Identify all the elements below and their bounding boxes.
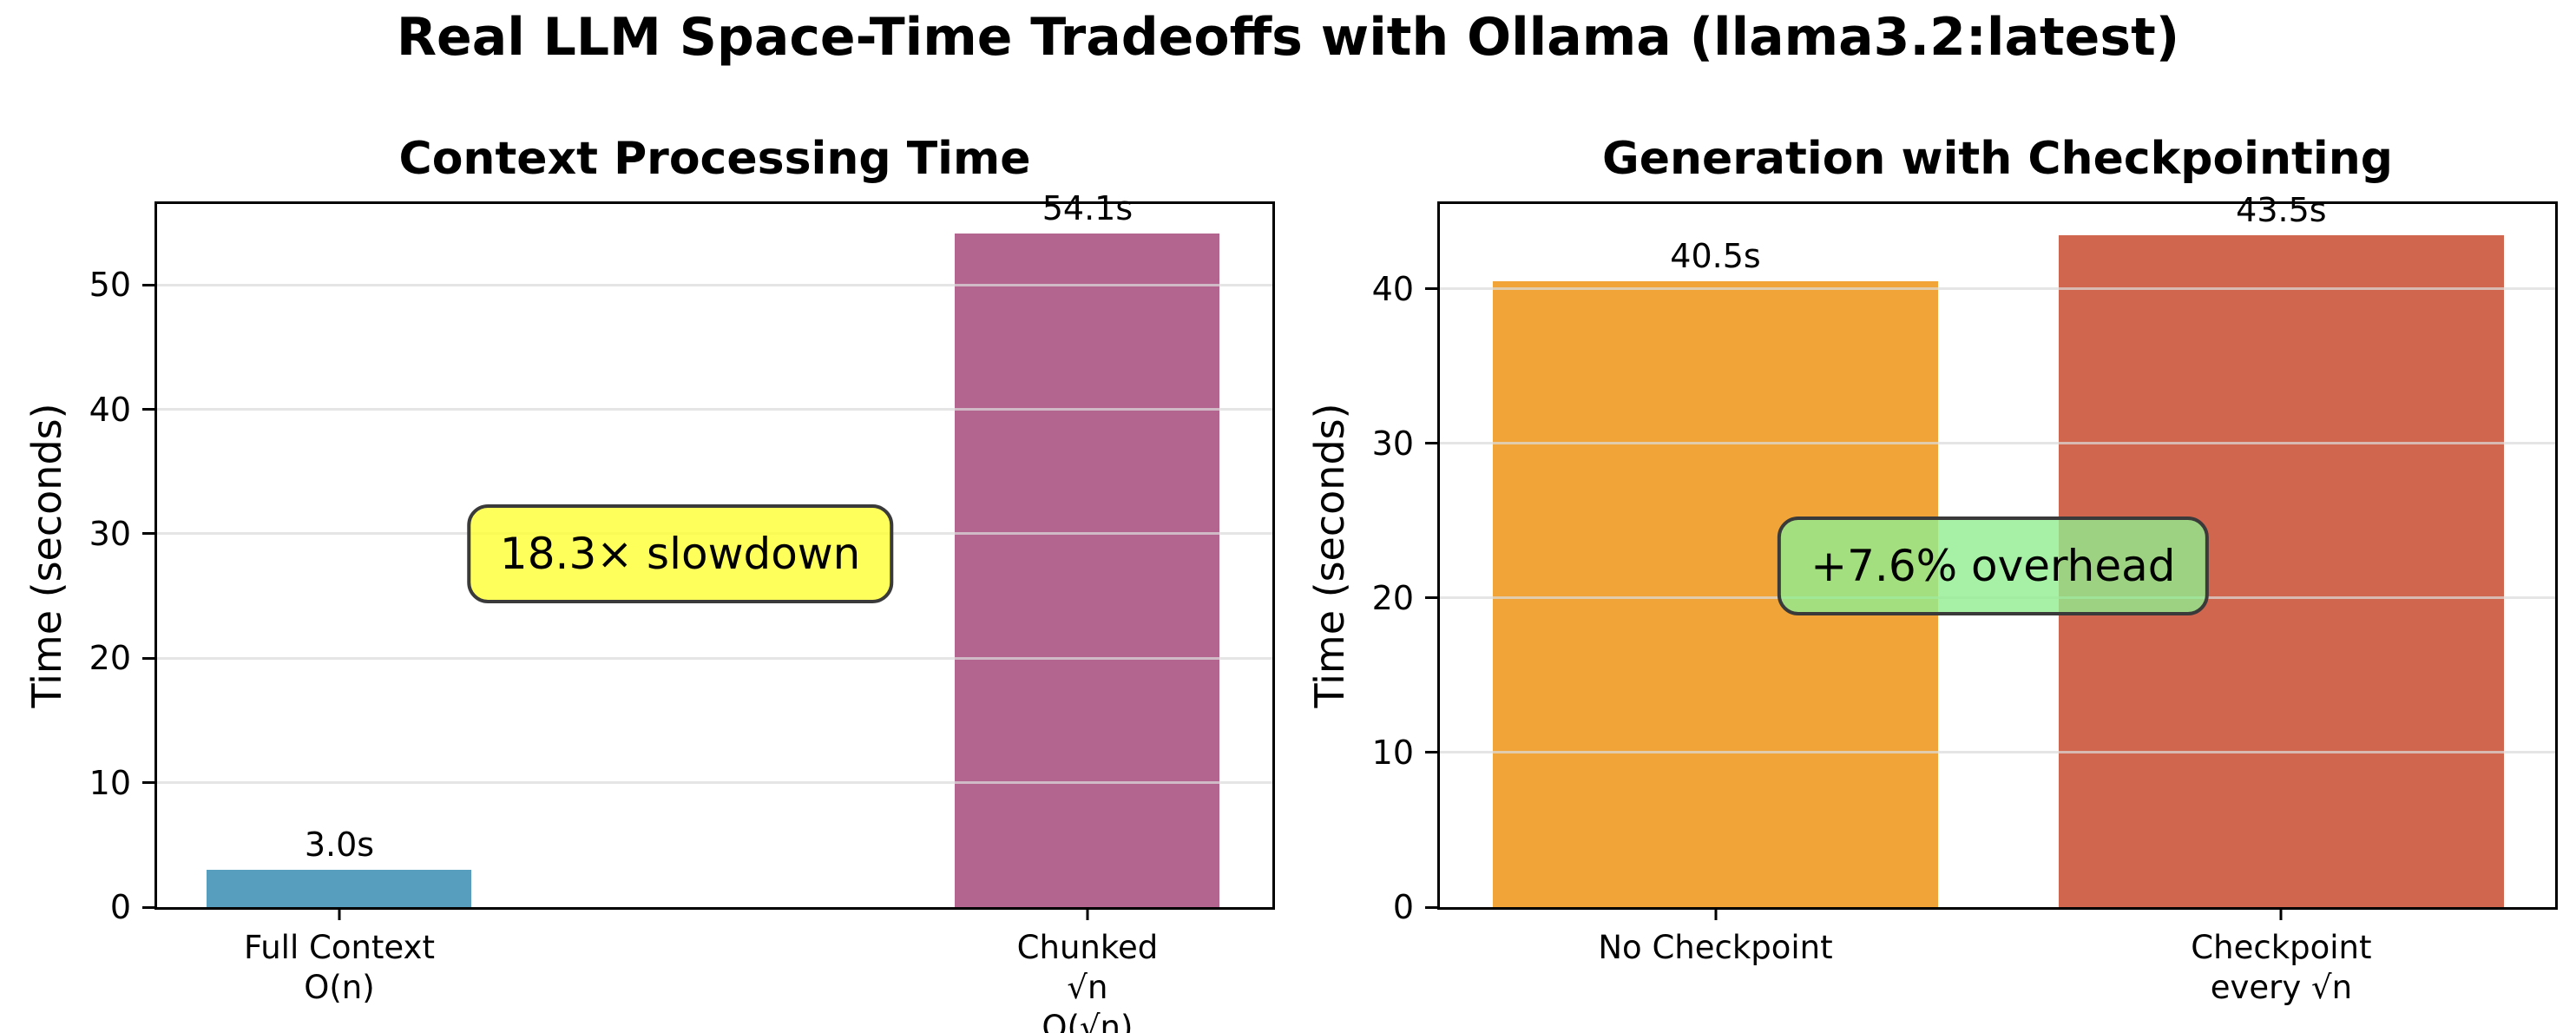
y-tick-label-10: 10 [1371,733,1414,772]
gridline-10 [1440,751,2555,754]
x-tick-label-1: Chunked √n O(√n) [1016,929,1159,1033]
axes-context-processing: Context Processing Time Time (seconds) 1… [23,133,1275,1033]
axes-title-context-processing: Context Processing Time [398,133,1031,185]
x-tick-label-1: Checkpoint every √n [2191,929,2372,1006]
axes-title-generation-checkpointing: Generation with Checkpointing [1602,133,2393,185]
bar-value-label-0: 40.5s [1670,237,1761,276]
x-tick-0 [1714,907,1718,920]
gridline-30 [1440,442,2555,445]
y-tick-label-50: 50 [89,266,131,305]
gridline-40 [157,408,1272,411]
x-tick-label-0: Full Context O(n) [243,929,435,1006]
y-tick-label-40: 40 [1371,269,1414,308]
y-tick-40 [1425,287,1438,291]
y-tick-30 [1425,442,1438,445]
y-tick-label-0: 0 [1392,888,1414,926]
gridline-10 [157,781,1272,785]
bar-0 [207,870,472,907]
x-tick-1 [2279,907,2283,920]
x-tick-1 [1086,907,1089,920]
bar-value-label-1: 43.5s [2236,190,2327,229]
bar-1 [955,234,1220,907]
y-tick-label-30: 30 [89,514,131,553]
y-tick-10 [142,781,155,785]
annotation-overhead: +7.6% overhead [1778,516,2209,616]
y-tick-label-0: 0 [109,888,131,926]
axes-generation-checkpointing: Generation with Checkpointing Time (seco… [1306,133,2558,1006]
y-tick-0 [1425,905,1438,909]
gridline-40 [1440,287,2555,291]
x-tick-0 [338,907,341,920]
y-tick-label-20: 20 [1371,578,1414,617]
gridline-20 [157,656,1272,660]
x-tick-label-0: No Checkpoint [1598,929,1833,966]
y-tick-label-40: 40 [89,390,131,429]
y-tick-30 [142,532,155,536]
y-tick-0 [142,905,155,909]
y-axis-label-left: Time (seconds) [23,403,70,708]
y-axis-label-right: Time (seconds) [1306,403,1353,708]
bar-value-label-1: 54.1s [1042,189,1134,228]
y-tick-label-30: 30 [1371,424,1414,463]
annotation-slowdown: 18.3× slowdown [466,503,894,603]
y-tick-10 [1425,751,1438,754]
gridline-50 [157,283,1272,286]
y-tick-label-10: 10 [89,763,131,802]
y-tick-label-20: 20 [89,639,131,678]
y-tick-50 [142,283,155,286]
figure-title: Real LLM Space-Time Tradeoffs with Ollam… [396,7,2180,68]
y-tick-20 [1425,596,1438,600]
y-tick-40 [142,408,155,411]
bar-value-label-0: 3.0s [304,826,375,864]
y-tick-20 [142,656,155,660]
